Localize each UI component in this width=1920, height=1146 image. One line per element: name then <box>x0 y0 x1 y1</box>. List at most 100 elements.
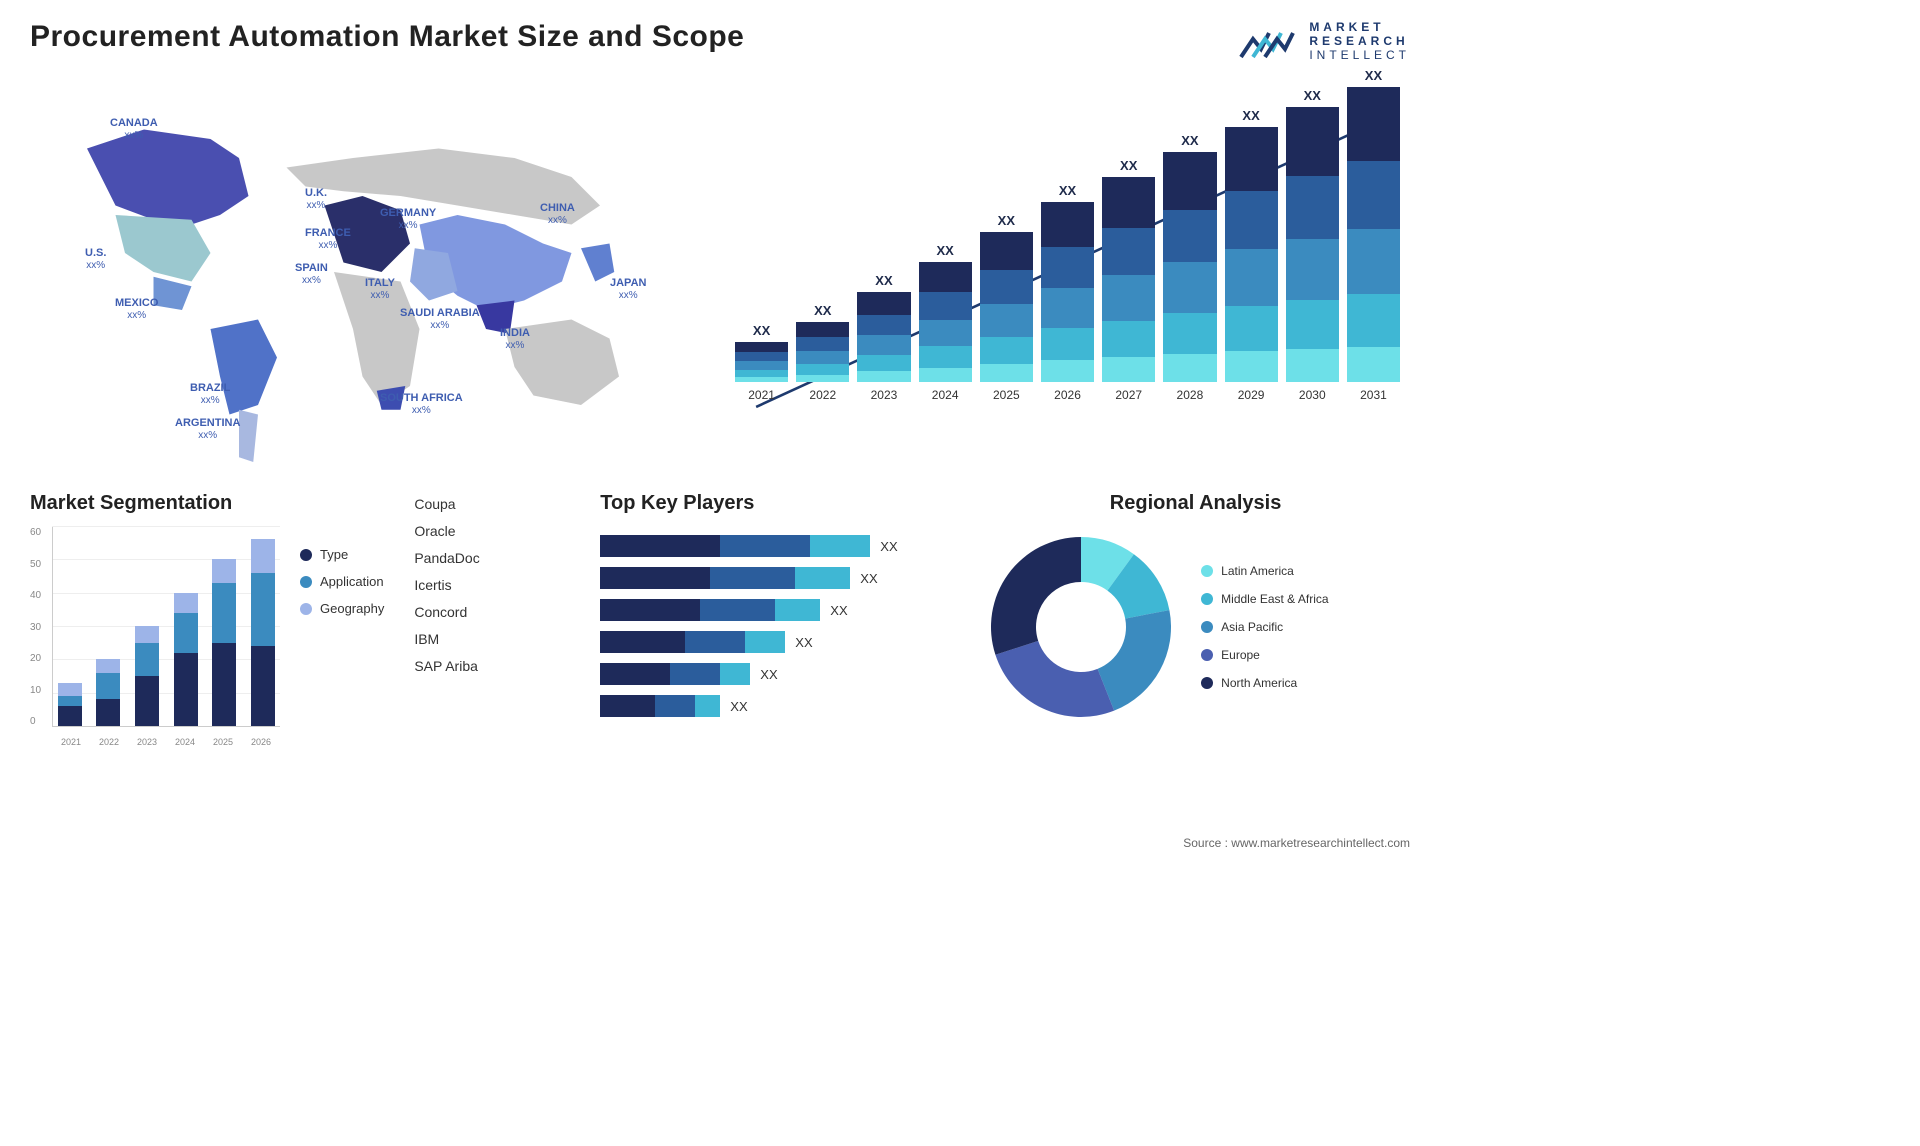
growth-bar: XX2029 <box>1225 108 1278 402</box>
growth-bar-segment <box>1102 228 1155 275</box>
tkp-bar <box>600 599 820 621</box>
y-axis-tick: 40 <box>30 590 41 601</box>
growth-bar: XX2025 <box>980 213 1033 402</box>
tkp-bar <box>600 663 750 685</box>
segmentation-bar <box>96 659 120 726</box>
tkp-row: XX <box>600 567 951 589</box>
growth-year-label: 2023 <box>871 388 898 402</box>
map-label: U.S.xx% <box>85 247 106 272</box>
key-player-item: PandaDoc <box>414 550 570 566</box>
map-label: SAUDI ARABIAxx% <box>400 307 480 332</box>
logo-icon <box>1239 21 1299 61</box>
growth-bar: XX2030 <box>1286 88 1339 402</box>
tkp-bar-segment <box>810 535 870 557</box>
legend-label: North America <box>1221 676 1297 690</box>
legend-label: Geography <box>320 601 384 616</box>
tkp-row: XX <box>600 535 951 557</box>
legend-label: Application <box>320 574 384 589</box>
tkp-row: XX <box>600 631 951 653</box>
legend-item: North America <box>1201 676 1328 690</box>
segmentation-bar-segment <box>58 683 82 696</box>
growth-bar: XX2028 <box>1163 133 1216 402</box>
tkp-bar <box>600 695 720 717</box>
growth-bar: XX2031 <box>1347 68 1400 402</box>
growth-bar-segment <box>980 270 1033 305</box>
growth-bar-segment <box>919 262 972 292</box>
regional-title: Regional Analysis <box>981 492 1410 515</box>
growth-bar-segment <box>857 335 910 355</box>
growth-bar-segment <box>1163 354 1216 382</box>
growth-bar-segment <box>857 371 910 382</box>
growth-bar-segment <box>857 355 910 371</box>
segmentation-bar-segment <box>58 706 82 726</box>
legend-dot <box>1201 565 1213 577</box>
growth-bar-segment <box>1163 262 1216 313</box>
y-axis-tick: 60 <box>30 527 41 538</box>
tkp-value-label: XX <box>860 571 877 586</box>
growth-bar-segment <box>735 377 788 382</box>
growth-bar-segment <box>1163 210 1216 263</box>
segmentation-bar <box>135 626 159 726</box>
growth-bar-label: XX <box>814 303 831 318</box>
growth-bar: XX2023 <box>857 273 910 402</box>
tkp-row: XX <box>600 599 951 621</box>
segmentation-title: Market Segmentation <box>30 492 384 515</box>
growth-bar-segment <box>1102 177 1155 228</box>
growth-bar-segment <box>1286 107 1339 176</box>
legend-dot <box>1201 593 1213 605</box>
key-players-list: CoupaOraclePandaDocIcertisConcordIBMSAP … <box>414 492 570 674</box>
tkp-value-label: XX <box>760 667 777 682</box>
growth-year-label: 2030 <box>1299 388 1326 402</box>
top-key-players-chart: XX XX XX XX XX XX <box>600 527 951 717</box>
growth-bar-segment <box>1286 176 1339 239</box>
key-player-item: SAP Ariba <box>414 658 570 674</box>
map-label: CANADAxx% <box>110 117 158 142</box>
growth-bar-segment <box>1041 288 1094 328</box>
tkp-bar-segment <box>600 567 710 589</box>
map-label: JAPANxx% <box>610 277 646 302</box>
segmentation-bar <box>58 683 82 726</box>
growth-bar-segment <box>796 322 849 337</box>
source-text: Source : www.marketresearchintellect.com <box>1183 836 1410 850</box>
growth-bar-segment <box>1225 191 1278 250</box>
tkp-row: XX <box>600 663 951 685</box>
tkp-bar-segment <box>600 599 700 621</box>
key-player-item: Oracle <box>414 523 570 539</box>
tkp-bar-segment <box>670 663 720 685</box>
legend-label: Europe <box>1221 648 1260 662</box>
growth-bar-segment <box>1347 347 1400 382</box>
growth-bar-segment <box>857 315 910 336</box>
growth-bar: XX2026 <box>1041 183 1094 402</box>
segmentation-bar-segment <box>135 676 159 726</box>
growth-year-label: 2029 <box>1238 388 1265 402</box>
legend-item: Latin America <box>1201 564 1328 578</box>
legend-item: Asia Pacific <box>1201 620 1328 634</box>
y-axis-tick: 30 <box>30 622 41 633</box>
growth-bar-segment <box>919 320 972 346</box>
map-label: BRAZILxx% <box>190 382 230 407</box>
map-region <box>87 130 249 225</box>
segmentation-bar-segment <box>174 593 198 613</box>
legend-item: Middle East & Africa <box>1201 592 1328 606</box>
tkp-bar-segment <box>600 663 670 685</box>
tkp-bar <box>600 567 850 589</box>
tkp-bar-segment <box>710 567 795 589</box>
growth-bar-segment <box>1347 229 1400 294</box>
segmentation-bar <box>212 559 236 726</box>
growth-year-label: 2022 <box>809 388 836 402</box>
growth-bar: XX2024 <box>919 243 972 402</box>
y-axis-tick: 0 <box>30 716 41 727</box>
world-map: CANADAxx%U.S.xx%MEXICOxx%BRAZILxx%ARGENT… <box>30 82 695 462</box>
growth-bar-label: XX <box>1365 68 1382 83</box>
tkp-bar-segment <box>795 567 850 589</box>
tkp-row: XX <box>600 695 951 717</box>
legend-item: Application <box>300 574 384 589</box>
map-label: SPAINxx% <box>295 262 328 287</box>
segmentation-bar-segment <box>212 559 236 582</box>
x-axis-label: 2023 <box>137 737 157 747</box>
growth-bar-segment <box>1102 275 1155 320</box>
growth-bar-segment <box>1163 313 1216 354</box>
growth-bar: XX2021 <box>735 323 788 402</box>
legend-item: Type <box>300 547 384 562</box>
tkp-bar-segment <box>600 535 720 557</box>
